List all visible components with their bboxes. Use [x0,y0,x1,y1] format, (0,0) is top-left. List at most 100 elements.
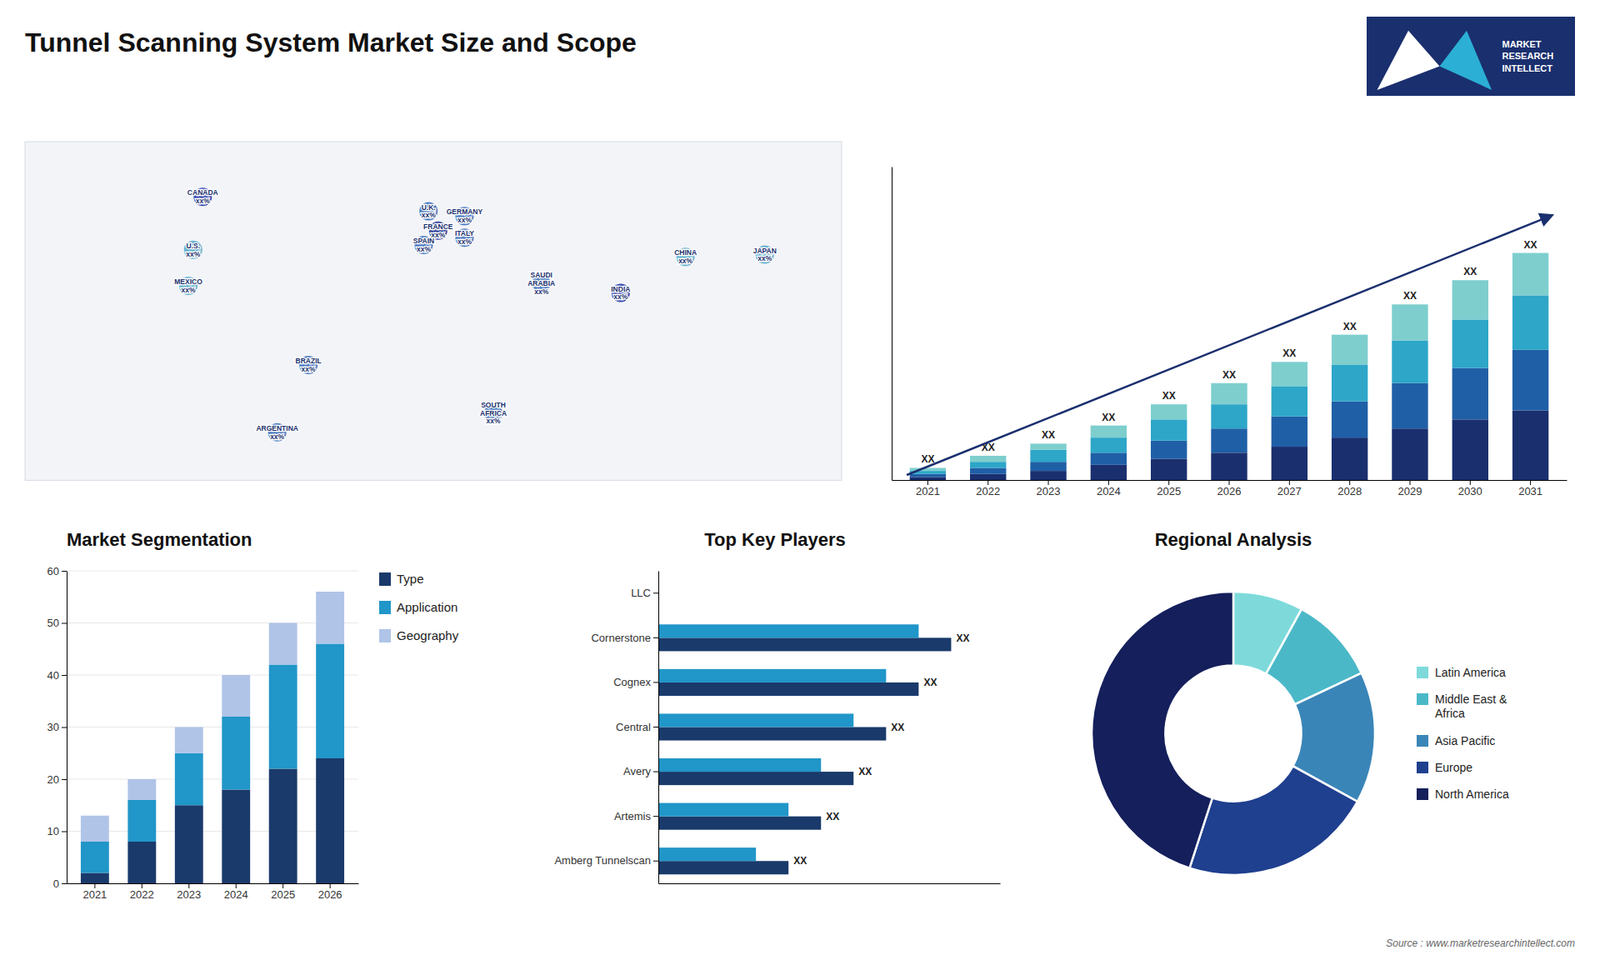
tick: 2021 [82,883,107,901]
bar [269,769,298,885]
bar-annotations: XXXXXXXXXXXX [793,632,970,868]
bar-annotation: XX [1041,429,1055,441]
tick: 20 [47,773,67,786]
bar [80,841,110,874]
tick-label: 40 [47,669,60,682]
tick: Amberg Tunnelscan [554,854,659,867]
bar [175,753,204,806]
text-line: xx% [678,256,693,265]
tick: 0 [53,877,67,890]
bar [658,669,886,683]
tick: 50 [47,616,67,630]
text-line: SAUDI [530,270,552,280]
legend-swatch [379,629,391,643]
tick: 2023 [1036,480,1061,498]
text-line: xx% [613,292,628,301]
bar-annotation: XX [1162,390,1176,402]
bar [970,461,1006,468]
bar-annotation: XX [1101,411,1115,424]
tick: 2022 [975,480,1000,498]
bar-annotation: XX [825,810,840,823]
bar-annotation: XX [858,765,872,778]
text-line: AFRICA [480,409,507,418]
bar [910,476,946,480]
bar [1512,350,1549,411]
text-line: Middle East & [1435,692,1508,706]
map-label: SOUTHAFRICAxx% [480,400,507,426]
tick-label: 20 [47,773,60,786]
legend-label: Application [396,600,458,615]
x-axis: 202120222023202420252026 [67,883,360,901]
map-label: BRAZILxx% [295,356,322,374]
text-line: U.K. [421,203,436,212]
logo-shape [1377,30,1440,90]
grid-line [66,570,359,572]
legend: Latin AmericaMiddle East &AfricaAsia Pac… [1416,665,1510,801]
legend-swatch [1416,788,1429,800]
tick-label: Cognex [613,675,651,689]
legend-swatch [1416,693,1429,705]
tick-mark [987,480,989,485]
tick-mark [1108,480,1110,485]
bar [221,790,250,885]
tick-label: 2024 [1096,485,1121,498]
tick: Cornerstone [590,631,659,645]
map-marker [455,228,474,247]
y-axis-line [66,571,68,885]
bar [658,771,854,785]
text-line: xx% [416,245,431,254]
grid-line [66,622,359,624]
tick-mark [61,623,67,625]
tick-label: 2022 [130,888,155,901]
map-label: SAUDIARABIAxx% [527,270,555,296]
bar [658,803,789,817]
tick: 2024 [224,883,249,901]
bar [658,713,854,727]
tick-mark [1409,480,1410,485]
tick-mark [1470,480,1471,485]
tick-label: 60 [47,565,60,578]
bar [1090,425,1127,439]
text-line: xx% [457,215,472,225]
bar [1090,465,1127,480]
map-label: JAPANxx% [753,246,777,264]
tick-label: LLC [630,586,651,600]
map-marker [419,202,438,221]
bar [1210,383,1247,405]
bar [1210,452,1247,480]
bar [658,758,821,772]
map-label: INDIAxx% [610,285,630,302]
bar [80,873,110,885]
bar [970,474,1006,480]
legend-swatch [379,572,391,586]
text-line: xx% [185,250,200,259]
tick-label: 0 [53,877,60,890]
bar [1391,383,1428,429]
tick-mark [653,637,659,639]
text-line: xx% [534,287,549,296]
tick-label: 2029 [1398,485,1423,498]
x-axis: 2021202220232024202520262027202820292030… [892,480,1568,498]
tick-label: 2025 [1156,485,1181,498]
bar-annotation: XX [955,632,970,645]
bar [658,637,951,651]
text-line: xx% [421,210,436,220]
tick-mark [653,860,659,862]
tick: 2028 [1337,480,1362,498]
text-line: U.S. [185,241,200,250]
bar [1331,365,1368,402]
bar [1271,361,1308,386]
text-line: INTELLECT [1502,63,1554,74]
title: Tunnel Scanning System Market Size and S… [25,27,637,58]
tick-label: 2028 [1337,485,1362,498]
tick: 40 [47,669,67,682]
bar [1331,401,1368,439]
tick-label: Artemis [614,810,652,823]
text-line: Europe [1435,760,1473,775]
tick: 2022 [130,883,155,901]
tick: 2026 [1217,480,1242,498]
bar [1452,419,1489,480]
text-line: RESEARCH [1502,50,1555,61]
tick-mark [61,675,67,676]
bar [1030,461,1066,471]
